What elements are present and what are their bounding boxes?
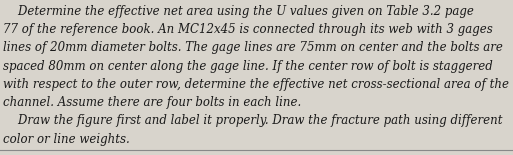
Text: Determine the effective net area using the U values given on Table 3.2 page: Determine the effective net area using t… [3, 5, 473, 18]
Text: with respect to the outer row, determine the effective net cross-sectional area : with respect to the outer row, determine… [3, 78, 508, 91]
Text: 77 of the reference book. An MC12x45 is connected through its web with 3 gages: 77 of the reference book. An MC12x45 is … [3, 23, 492, 36]
Text: color or line weights.: color or line weights. [3, 133, 129, 146]
Text: spaced 80mm on center along the gage line. If the center row of bolt is staggere: spaced 80mm on center along the gage lin… [3, 60, 492, 73]
Text: lines of 20mm diameter bolts. The gage lines are 75mm on center and the bolts ar: lines of 20mm diameter bolts. The gage l… [3, 41, 502, 54]
Text: Draw the figure first and label it properly. Draw the fracture path using differ: Draw the figure first and label it prope… [3, 114, 502, 127]
Text: channel. Assume there are four bolts in each line.: channel. Assume there are four bolts in … [3, 96, 301, 109]
